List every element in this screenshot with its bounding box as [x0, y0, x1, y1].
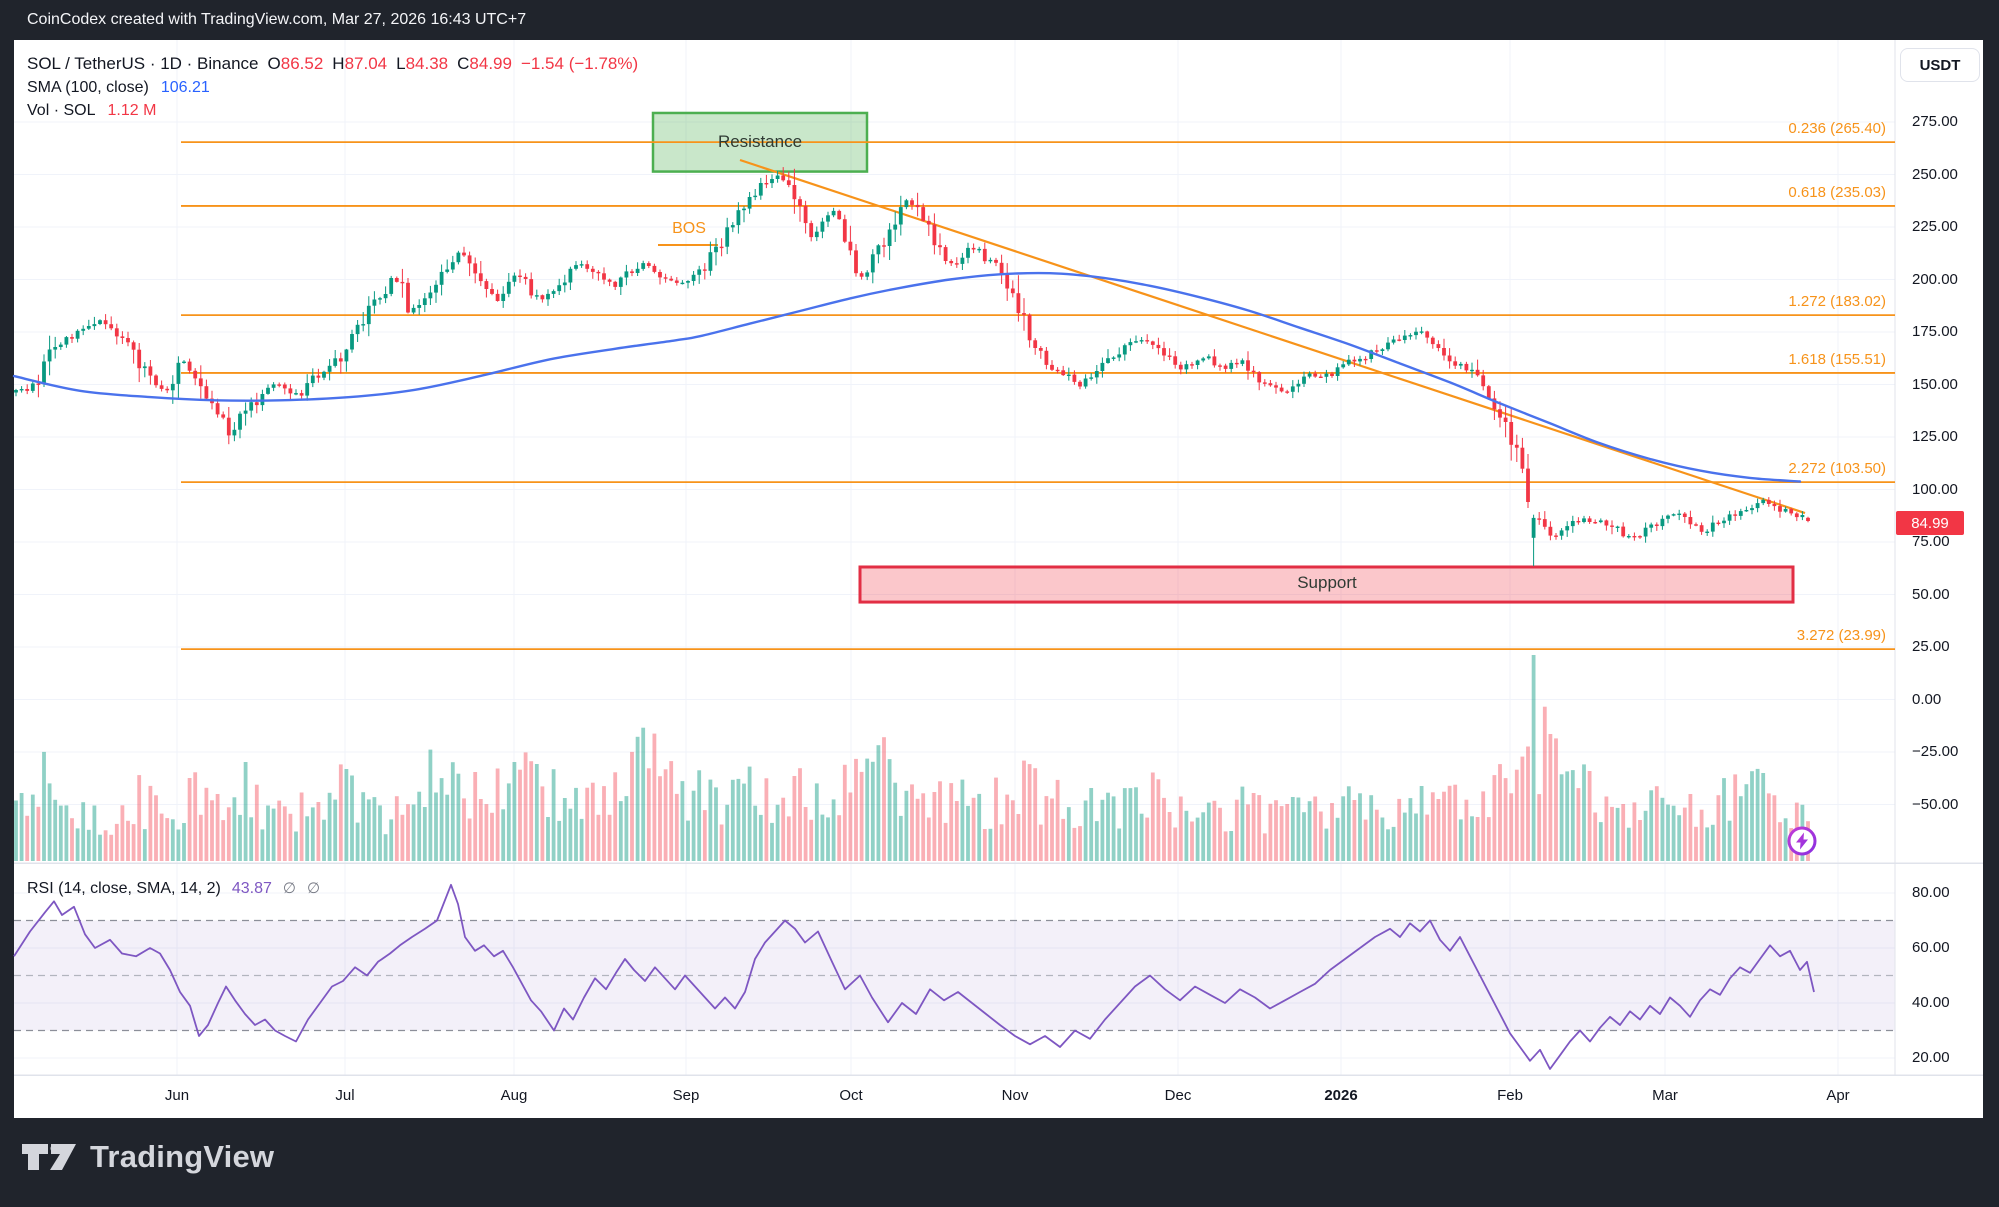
- price-axis-tick: 0.00: [1912, 690, 1942, 708]
- tradingview-logo-icon: [22, 1144, 76, 1170]
- time-axis-tick: Oct: [839, 1087, 863, 1104]
- rsi-label: RSI (14, close, SMA, 14, 2): [27, 880, 221, 897]
- price-axis-tick: 250.00: [1912, 165, 1958, 183]
- fib-level-label: 3.272 (23.99): [1796, 627, 1886, 645]
- symbol-legend[interactable]: SOL / TetherUS · 1D · Binance O86.52 H87…: [27, 54, 638, 74]
- time-axis-tick: Dec: [1164, 1087, 1192, 1104]
- lightning-marker-icon[interactable]: [1787, 826, 1817, 856]
- last-price-tag: 84.99: [1896, 511, 1964, 535]
- price-axis-tick: −25.00: [1912, 743, 1959, 760]
- price-axis-tick: 150.00: [1912, 375, 1958, 393]
- rsi-axis-tick: 20.00: [1912, 1049, 1950, 1066]
- rsi-axis-tick: 80.00: [1912, 884, 1950, 901]
- time-axis-tick: Jun: [164, 1087, 190, 1104]
- ohlc-open: O86.52: [267, 54, 324, 73]
- rsi-value: 43.87: [231, 880, 272, 897]
- price-axis-tick: 75.00: [1912, 533, 1950, 550]
- price-axis-tick: 275.00: [1912, 113, 1958, 130]
- ohlc-high: H87.04: [332, 54, 388, 73]
- snapshot-title: CoinCodex created with TradingView.com, …: [27, 11, 527, 28]
- volume-legend[interactable]: Vol · SOL 1.12 M: [27, 102, 156, 120]
- sma-label: SMA (100, close): [27, 79, 149, 96]
- price-axis-tick: 175.00: [1912, 323, 1958, 340]
- time-axis-tick: Jul: [335, 1087, 355, 1104]
- rsi-axis-tick: 60.00: [1912, 939, 1950, 956]
- currency-toggle-button[interactable]: USDT: [1900, 48, 1980, 82]
- snapshot-title-bar: CoinCodex created with TradingView.com, …: [0, 0, 1999, 40]
- change-value: −1.54 (−1.78%): [520, 54, 639, 73]
- price-axis-tick: 100.00: [1912, 480, 1958, 498]
- fib-level-label: 2.272 (103.50): [1788, 460, 1886, 478]
- tradingview-logo[interactable]: TradingView: [20, 1138, 274, 1176]
- rsi-hidden-icon[interactable]: ∅: [306, 880, 321, 897]
- price-axis-tick: 50.00: [1912, 585, 1950, 603]
- fib-level-label: 0.236 (265.40): [1788, 120, 1886, 138]
- time-axis-tick: Mar: [1652, 1087, 1678, 1104]
- fib-level-label: 0.618 (235.03): [1788, 183, 1886, 201]
- tradingview-logo-text: TradingView: [90, 1139, 275, 1174]
- fib-level-label: 1.618 (155.51): [1788, 350, 1886, 368]
- symbol-name: SOL / TetherUS · 1D · Binance: [27, 54, 259, 73]
- price-axis-tick: 225.00: [1912, 218, 1958, 235]
- time-axis-tick: Nov: [1001, 1087, 1029, 1104]
- time-axis-tick: Apr: [1826, 1087, 1850, 1104]
- bos-label: BOS: [672, 220, 706, 237]
- sma-legend[interactable]: SMA (100, close) 106.21: [27, 79, 210, 97]
- price-axis-tick: 25.00: [1912, 638, 1950, 655]
- time-axis-tick: 2026: [1324, 1087, 1358, 1104]
- price-axis-tick: −50.00: [1912, 795, 1959, 813]
- ohlc-low: L84.38: [396, 54, 449, 73]
- ohlc-close: C84.99: [457, 54, 512, 73]
- rsi-axis-tick: 40.00: [1912, 994, 1950, 1011]
- rsi-legend[interactable]: RSI (14, close, SMA, 14, 2) 43.87 ∅ ∅: [27, 879, 320, 898]
- sma-value: 106.21: [160, 79, 210, 96]
- price-axis-tick: 125.00: [1912, 428, 1958, 445]
- volume-label: Vol · SOL: [27, 102, 96, 119]
- time-axis-tick: Aug: [500, 1087, 528, 1104]
- price-axis-tick: 200.00: [1912, 270, 1958, 288]
- resistance-zone-label[interactable]: Resistance: [717, 132, 803, 151]
- time-axis-tick: Feb: [1497, 1087, 1523, 1104]
- fib-level-label: 1.272 (183.02): [1788, 293, 1886, 311]
- time-axis-tick: Sep: [672, 1087, 700, 1104]
- rsi-hidden-icon[interactable]: ∅: [282, 880, 296, 897]
- support-zone-label[interactable]: Support: [1297, 573, 1357, 592]
- volume-value: 1.12 M: [107, 102, 157, 119]
